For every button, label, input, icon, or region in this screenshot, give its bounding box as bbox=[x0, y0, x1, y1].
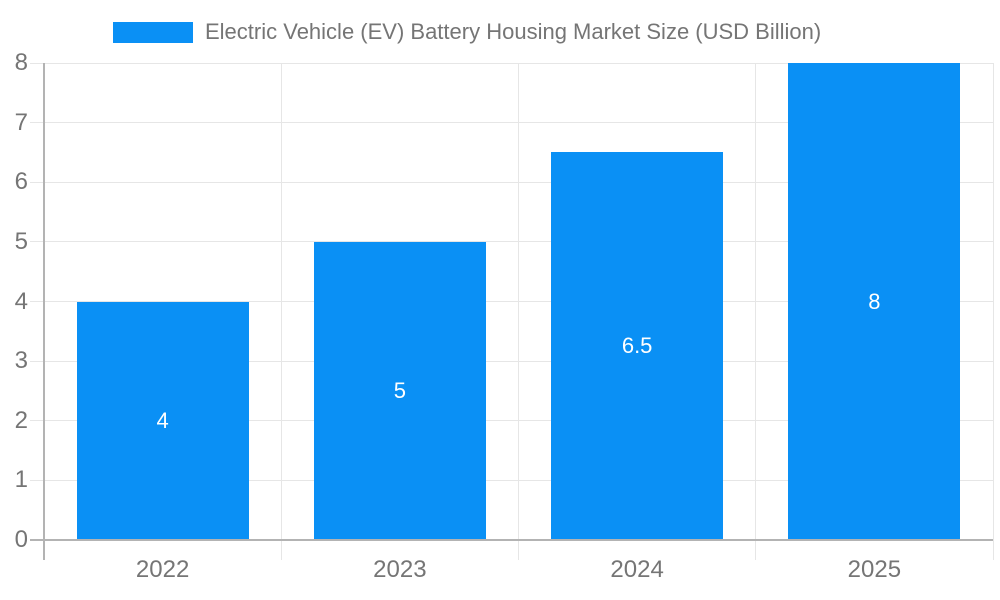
y-gridline bbox=[30, 360, 993, 362]
x-tick-label: 2023 bbox=[373, 556, 427, 583]
legend: Electric Vehicle (EV) Battery Housing Ma… bbox=[113, 18, 821, 46]
y-gridline bbox=[30, 301, 993, 302]
y-gridline bbox=[30, 62, 993, 64]
y-tick-label: 4 bbox=[14, 287, 28, 315]
y-tick-label: 6 bbox=[14, 168, 28, 196]
x-axis-line bbox=[30, 539, 993, 541]
legend-label: Electric Vehicle (EV) Battery Housing Ma… bbox=[205, 19, 822, 44]
x-gridline bbox=[755, 63, 757, 560]
bar-2025[interactable] bbox=[788, 63, 961, 539]
x-gridline bbox=[280, 63, 282, 560]
x-tick-label: 2025 bbox=[847, 556, 902, 583]
bar-value-label: 6.5 bbox=[621, 333, 653, 359]
x-tick-label: 2022 bbox=[135, 556, 190, 583]
bar-2024[interactable] bbox=[551, 152, 724, 539]
bar-value-label: 8 bbox=[868, 288, 881, 314]
y-gridline bbox=[30, 479, 993, 481]
y-tick-label: 0 bbox=[14, 526, 28, 553]
y-gridline bbox=[30, 420, 993, 422]
y-tick-label: 1 bbox=[14, 466, 28, 494]
bar-2022[interactable] bbox=[76, 301, 249, 539]
x-gridline bbox=[992, 63, 994, 560]
y-gridline bbox=[30, 241, 993, 243]
bar-value-label: 4 bbox=[156, 407, 169, 433]
y-gridline bbox=[30, 122, 993, 124]
y-tick-label: 2 bbox=[14, 406, 28, 434]
bar-value-label: 5 bbox=[393, 377, 406, 403]
y-tick-label: 5 bbox=[14, 227, 28, 255]
legend-swatch bbox=[113, 21, 193, 43]
x-gridline bbox=[518, 63, 519, 560]
x-tick-label: 2024 bbox=[610, 556, 664, 583]
y-gridline bbox=[30, 181, 993, 183]
y-tick-label: 8 bbox=[14, 49, 28, 76]
bar-2023[interactable] bbox=[313, 241, 486, 539]
y-tick-label: 7 bbox=[14, 108, 28, 136]
y-axis-line bbox=[43, 63, 45, 560]
y-tick-label: 3 bbox=[14, 347, 28, 375]
